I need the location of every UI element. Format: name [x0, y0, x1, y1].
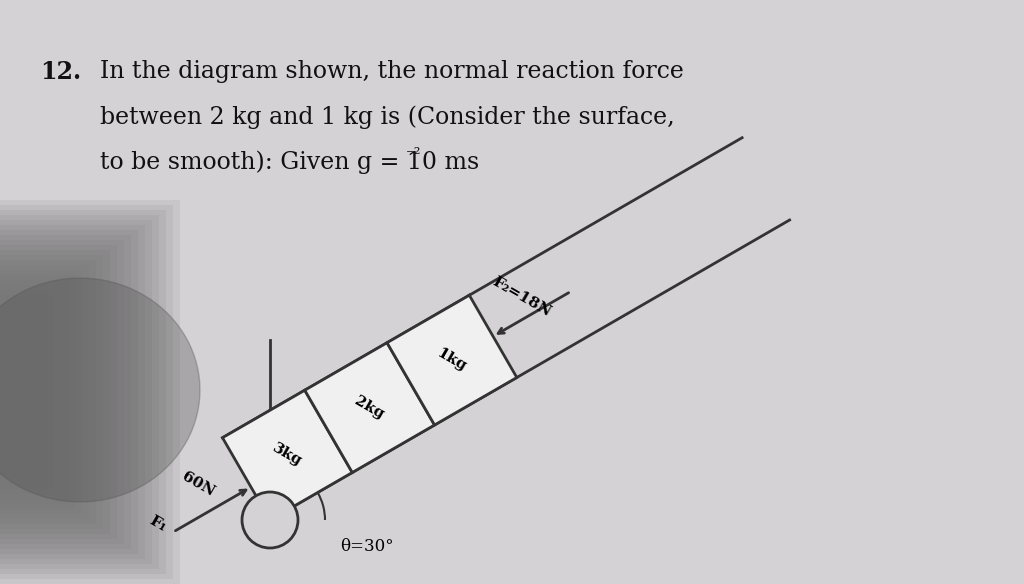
Bar [0, 295, 47, 489]
Text: 12.: 12. [40, 60, 81, 84]
Text: 1kg: 1kg [434, 346, 469, 374]
Text: 60N: 60N [179, 469, 217, 499]
Text: In the diagram shown, the normal reaction force: In the diagram shown, the normal reactio… [100, 60, 684, 83]
Bar [0, 245, 117, 539]
Text: ⁻²: ⁻² [406, 147, 421, 164]
Bar [0, 225, 145, 559]
Bar [0, 200, 180, 584]
Bar [0, 240, 124, 544]
Text: to be smooth): Given g = 10 ms: to be smooth): Given g = 10 ms [100, 150, 479, 173]
Bar [0, 205, 173, 579]
Bar [0, 290, 54, 494]
Bar [0, 250, 110, 534]
Bar [0, 285, 61, 499]
Bar [0, 230, 138, 554]
Bar [0, 210, 166, 574]
Text: between 2 kg and 1 kg is (Consider the surface,: between 2 kg and 1 kg is (Consider the s… [100, 105, 675, 128]
Polygon shape [305, 343, 434, 472]
Text: F₂=18N: F₂=18N [490, 274, 554, 319]
Bar [0, 265, 89, 519]
Bar [0, 270, 82, 514]
Bar [0, 220, 152, 564]
Bar [0, 215, 159, 569]
Bar [0, 255, 103, 529]
Polygon shape [0, 278, 200, 502]
Text: 2kg: 2kg [352, 394, 387, 422]
Bar [0, 235, 131, 549]
Circle shape [242, 492, 298, 548]
Polygon shape [387, 296, 517, 425]
Bar [0, 275, 75, 509]
Bar [0, 280, 68, 504]
Polygon shape [222, 390, 352, 520]
Text: θ=30°: θ=30° [340, 538, 393, 555]
Bar [0, 260, 96, 524]
Text: 3kg: 3kg [270, 441, 304, 469]
Text: F₁: F₁ [146, 514, 169, 534]
